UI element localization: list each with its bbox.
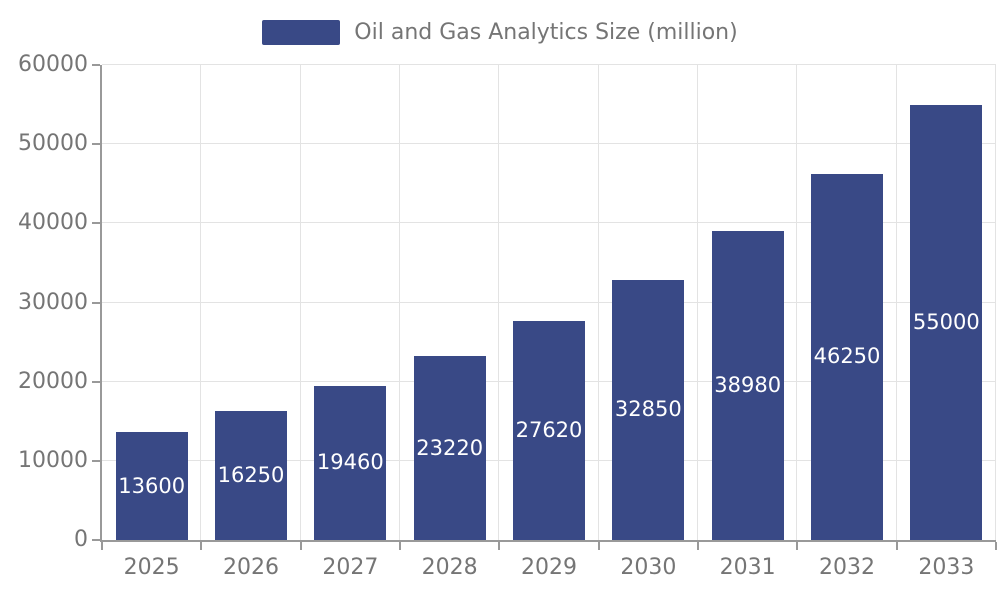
x-axis-tick	[101, 542, 103, 550]
legend-swatch	[262, 20, 341, 45]
x-gridline	[896, 65, 897, 540]
x-tick-label: 2033	[918, 555, 975, 580]
bar-2033[interactable]: 55000	[910, 104, 983, 540]
x-gridline	[796, 65, 797, 540]
x-axis-line	[100, 540, 996, 542]
y-axis-tick	[92, 222, 100, 225]
x-tick-label: 2030	[620, 555, 677, 580]
bar-2031[interactable]: 38980	[711, 231, 784, 540]
x-tick-label: 2031	[719, 555, 776, 580]
y-tick-label: 40000	[18, 210, 88, 236]
x-axis-tick	[995, 542, 997, 550]
plot-area: 0 10000 20000 30000 40000 50000 60000 13600 2025…	[18, 53, 997, 580]
bar-2029[interactable]: 27620	[513, 321, 585, 540]
y-tick-label: 50000	[18, 131, 88, 157]
x-gridline	[399, 65, 400, 540]
x-gridline	[697, 65, 698, 540]
bar-2030[interactable]: 32850	[612, 279, 685, 540]
bar-value-label: 46250	[813, 344, 881, 369]
x-axis-tick	[896, 542, 898, 550]
bar-2032[interactable]: 46250	[811, 173, 883, 540]
bar-2026[interactable]: 16250	[215, 411, 287, 540]
x-axis-tick	[300, 542, 302, 550]
y-gridline	[102, 64, 996, 65]
x-gridline	[200, 65, 201, 540]
y-gridline	[102, 222, 996, 224]
x-gridline	[598, 65, 599, 540]
bar-value-label: 38980	[714, 373, 782, 398]
y-axis-tick	[92, 64, 100, 66]
y-tick-label: 0	[74, 527, 88, 552]
x-tick-label: 2029	[521, 555, 577, 580]
y-tick-label: 20000	[18, 368, 88, 394]
y-axis-tick	[92, 301, 100, 304]
bar-2027[interactable]: 19460	[314, 385, 387, 540]
x-gridline	[300, 65, 301, 540]
bar-value-label: 32850	[614, 397, 682, 422]
x-tick-label: 2025	[123, 555, 180, 580]
bar-2028[interactable]: 23220	[413, 356, 486, 540]
y-axis-tick	[92, 459, 100, 462]
x-axis-tick	[796, 542, 798, 550]
x-axis-tick	[399, 542, 401, 550]
legend-label: Oil and Gas Analytics Size (million)	[354, 20, 738, 45]
x-tick-label: 2028	[421, 555, 478, 580]
bar-value-label: 23220	[416, 435, 484, 460]
bar-value-label: 55000	[912, 309, 980, 334]
y-axis-line	[100, 65, 102, 540]
x-axis-tick	[200, 542, 202, 550]
y-gridline	[102, 301, 996, 303]
bar-2025[interactable]: 13600	[115, 432, 188, 540]
x-axis-tick	[697, 542, 699, 550]
y-axis-tick	[92, 143, 100, 146]
y-axis-tick	[92, 380, 100, 383]
bar-value-label: 19460	[316, 450, 384, 475]
y-tick-label: 10000	[18, 447, 88, 473]
legend-item-series[interactable]: Oil and Gas Analytics Size (million)	[262, 20, 738, 45]
x-tick-label: 2027	[322, 555, 379, 580]
bar-value-label: 13600	[118, 473, 186, 498]
y-axis-tick	[92, 539, 100, 541]
x-axis-tick	[498, 542, 500, 550]
x-tick-label: 2026	[223, 555, 279, 580]
y-tick-label: 30000	[18, 289, 88, 315]
x-tick-label: 2032	[819, 555, 875, 580]
x-gridline	[498, 65, 499, 540]
bar-value-label: 27620	[515, 418, 583, 443]
x-gridline	[995, 65, 996, 540]
y-gridline	[102, 143, 996, 145]
bar-value-label: 16250	[217, 463, 285, 488]
x-axis-tick	[598, 542, 600, 550]
legend: Oil and Gas Analytics Size (million)	[0, 20, 1000, 45]
y-tick-label: 60000	[18, 52, 88, 77]
